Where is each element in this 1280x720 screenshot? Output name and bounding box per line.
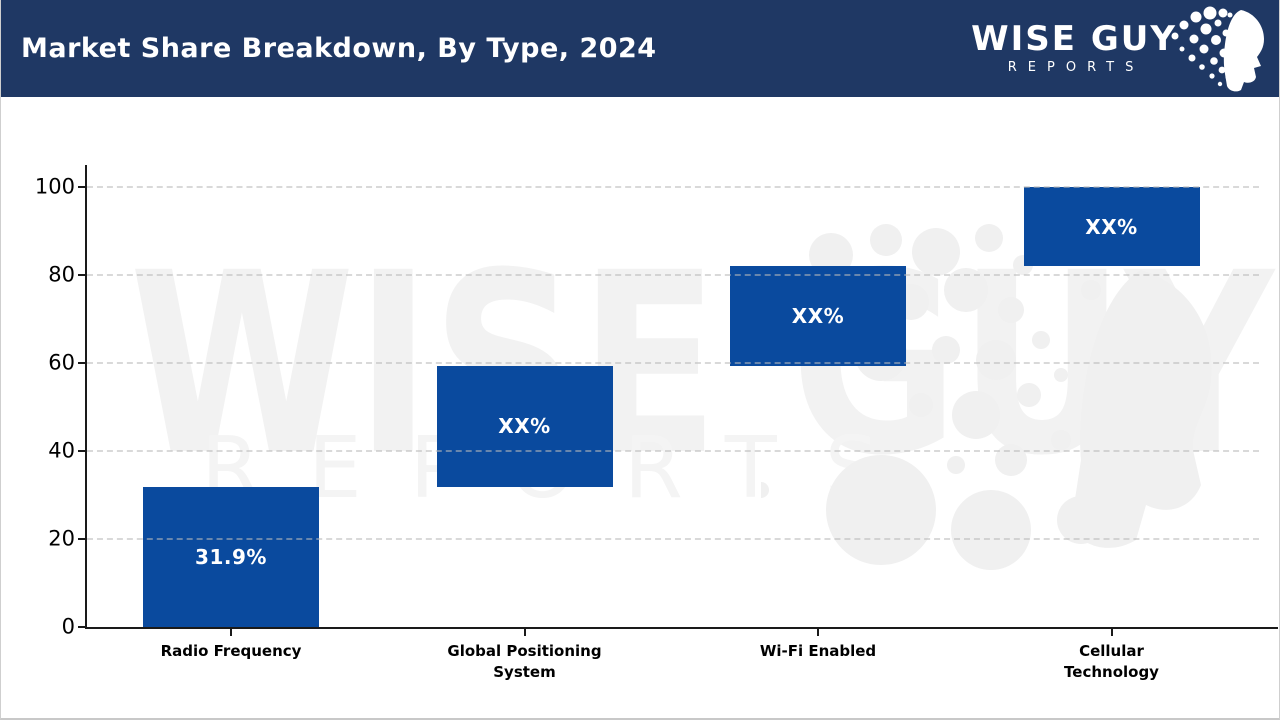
x-category-label: Global Positioning System	[447, 642, 602, 681]
bar-value-label: XX%	[498, 414, 551, 439]
x-tick-mark	[230, 629, 232, 636]
bar-segment	[730, 266, 906, 366]
y-tick-label: 40	[48, 438, 75, 463]
gridline-y-80	[87, 274, 1259, 276]
x-axis-spine	[85, 627, 1278, 629]
y-tick-mark	[78, 626, 85, 628]
x-category-label: Radio Frequency	[160, 642, 302, 660]
x-tick-mark	[817, 629, 819, 636]
gridline-y-20	[87, 538, 1259, 540]
y-tick-label: 80	[48, 262, 75, 287]
y-tick-mark	[78, 186, 85, 188]
bar-value-label: XX%	[1085, 214, 1138, 239]
header-bar: Market Share Breakdown, By Type, 2024 WI…	[1, 0, 1279, 97]
y-tick-label: 20	[48, 526, 75, 551]
y-tick-mark	[78, 274, 85, 276]
logo-wordmark: WISE GUY	[971, 19, 1177, 59]
y-tick-mark	[78, 362, 85, 364]
bar-segment	[143, 486, 319, 627]
logo-subtitle: REPORTS	[1007, 60, 1145, 75]
y-axis-spine	[85, 165, 87, 629]
x-category-label: Wi-Fi Enabled	[759, 642, 877, 660]
bar-segment	[1023, 187, 1200, 267]
bar-value-label: 31.9%	[195, 544, 267, 569]
x-category-label: Cellular Technology	[1064, 642, 1159, 681]
wise-guy-logo: WISE GUY REPORTS	[971, 6, 1267, 92]
y-tick-label: 0	[61, 614, 75, 639]
page-title: Market Share Breakdown, By Type, 2024	[21, 33, 657, 64]
y-tick-label: 100	[34, 174, 75, 199]
x-tick-mark	[523, 629, 526, 636]
bar-value-label: XX%	[791, 303, 845, 328]
y-tick-mark	[78, 450, 85, 452]
gridline-y-40	[87, 450, 1259, 452]
gridline-y-100	[87, 186, 1259, 188]
bar-segment	[436, 365, 613, 487]
y-tick-label: 60	[48, 350, 75, 375]
x-tick-mark	[1110, 629, 1113, 636]
gridline-y-60	[87, 362, 1259, 364]
wise-guy-logo-text: WISE GUY REPORTS	[971, 22, 1177, 75]
y-tick-mark	[78, 538, 85, 540]
logo-head-icon	[1171, 6, 1264, 91]
